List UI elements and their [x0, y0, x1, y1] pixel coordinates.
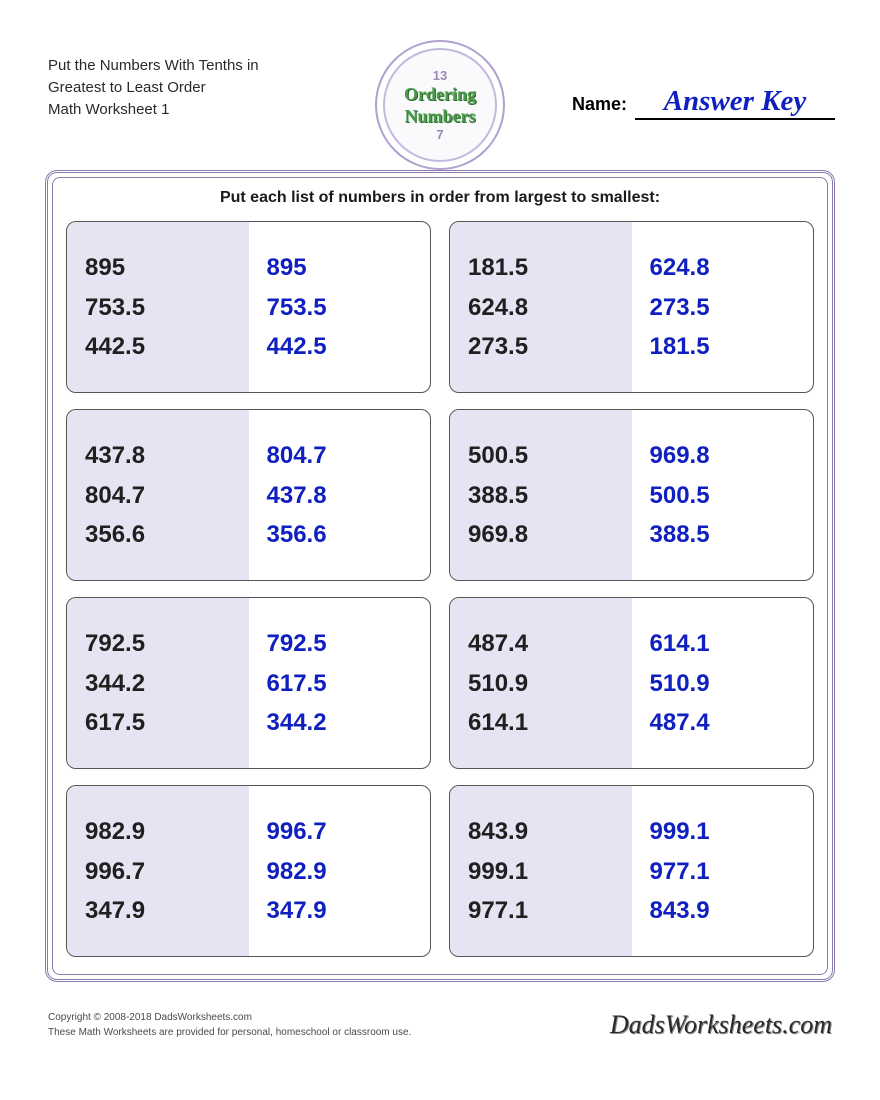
- name-label: Name:: [572, 94, 627, 115]
- title-line-1: Put the Numbers With Tenths in: [48, 55, 298, 77]
- answer-number: 969.8: [650, 440, 796, 471]
- question-number: 999.1: [468, 856, 614, 887]
- question-number: 792.5: [85, 628, 231, 659]
- answer-number: 895: [267, 252, 413, 283]
- answer-number: 996.7: [267, 816, 413, 847]
- answer-number: 999.1: [650, 816, 796, 847]
- answer-number: 356.6: [267, 519, 413, 550]
- logo-text-1: Ordering: [404, 85, 476, 103]
- question-number: 843.9: [468, 816, 614, 847]
- question-column: 500.5 388.5 969.8: [450, 410, 632, 580]
- footer: Copyright © 2008-2018 DadsWorksheets.com…: [48, 1010, 832, 1040]
- answer-number: 273.5: [650, 292, 796, 323]
- question-number: 895: [85, 252, 231, 283]
- question-column: 895 753.5 442.5: [67, 222, 249, 392]
- answer-number: 347.9: [267, 895, 413, 926]
- footer-brand: DadsWorksheets.com: [610, 1010, 832, 1040]
- answer-column: 996.7 982.9 347.9: [249, 786, 431, 956]
- answer-column: 614.1 510.9 487.4: [632, 598, 814, 768]
- main-frame: Put each list of numbers in order from l…: [45, 170, 835, 982]
- logo-inner: 13 Ordering Numbers 7: [395, 60, 485, 150]
- question-column: 982.9 996.7 347.9: [67, 786, 249, 956]
- name-line: Answer Key: [635, 85, 835, 120]
- answer-key-text: Answer Key: [658, 85, 813, 119]
- answer-number: 181.5: [650, 331, 796, 362]
- answer-number: 753.5: [267, 292, 413, 323]
- question-number: 510.9: [468, 668, 614, 699]
- problem-cell: 792.5 344.2 617.5 792.5 617.5 344.2: [66, 597, 431, 769]
- question-number: 388.5: [468, 480, 614, 511]
- answer-number: 624.8: [650, 252, 796, 283]
- question-number: 273.5: [468, 331, 614, 362]
- name-block: Name: Answer Key: [572, 85, 835, 120]
- problem-cell: 895 753.5 442.5 895 753.5 442.5: [66, 221, 431, 393]
- problem-cell: 437.8 804.7 356.6 804.7 437.8 356.6: [66, 409, 431, 581]
- answer-number: 792.5: [267, 628, 413, 659]
- footer-note: These Math Worksheets are provided for p…: [48, 1025, 411, 1040]
- answer-column: 804.7 437.8 356.6: [249, 410, 431, 580]
- answer-number: 804.7: [267, 440, 413, 471]
- problem-cell: 181.5 624.8 273.5 624.8 273.5 181.5: [449, 221, 814, 393]
- question-number: 982.9: [85, 816, 231, 847]
- answer-column: 895 753.5 442.5: [249, 222, 431, 392]
- copyright-text: Copyright © 2008-2018 DadsWorksheets.com: [48, 1010, 411, 1025]
- answer-number: 344.2: [267, 707, 413, 738]
- question-number: 487.4: [468, 628, 614, 659]
- question-number: 969.8: [468, 519, 614, 550]
- title-block: Put the Numbers With Tenths in Greatest …: [48, 55, 298, 120]
- answer-number: 977.1: [650, 856, 796, 887]
- question-column: 181.5 624.8 273.5: [450, 222, 632, 392]
- footer-left: Copyright © 2008-2018 DadsWorksheets.com…: [48, 1010, 411, 1040]
- problem-cell: 982.9 996.7 347.9 996.7 982.9 347.9: [66, 785, 431, 957]
- question-number: 442.5: [85, 331, 231, 362]
- question-column: 437.8 804.7 356.6: [67, 410, 249, 580]
- answer-number: 617.5: [267, 668, 413, 699]
- problem-cell: 487.4 510.9 614.1 614.1 510.9 487.4: [449, 597, 814, 769]
- problem-cell: 843.9 999.1 977.1 999.1 977.1 843.9: [449, 785, 814, 957]
- question-number: 753.5: [85, 292, 231, 323]
- question-number: 614.1: [468, 707, 614, 738]
- answer-number: 843.9: [650, 895, 796, 926]
- title-line-3: Math Worksheet 1: [48, 99, 298, 121]
- answer-number: 500.5: [650, 480, 796, 511]
- instruction-text: Put each list of numbers in order from l…: [66, 189, 814, 207]
- answer-number: 442.5: [267, 331, 413, 362]
- question-number: 617.5: [85, 707, 231, 738]
- logo-top-number: 13: [433, 68, 447, 83]
- logo-text-2: Numbers: [405, 107, 476, 125]
- question-number: 977.1: [468, 895, 614, 926]
- problem-cell: 500.5 388.5 969.8 969.8 500.5 388.5: [449, 409, 814, 581]
- problem-grid: 895 753.5 442.5 895 753.5 442.5 181.5 624.8 273.…: [66, 221, 814, 957]
- answer-number: 614.1: [650, 628, 796, 659]
- answer-number: 982.9: [267, 856, 413, 887]
- question-number: 624.8: [468, 292, 614, 323]
- answer-number: 510.9: [650, 668, 796, 699]
- answer-column: 624.8 273.5 181.5: [632, 222, 814, 392]
- answer-number: 388.5: [650, 519, 796, 550]
- question-number: 437.8: [85, 440, 231, 471]
- question-number: 500.5: [468, 440, 614, 471]
- question-column: 487.4 510.9 614.1: [450, 598, 632, 768]
- answer-column: 969.8 500.5 388.5: [632, 410, 814, 580]
- question-number: 356.6: [85, 519, 231, 550]
- question-number: 347.9: [85, 895, 231, 926]
- question-number: 344.2: [85, 668, 231, 699]
- answer-number: 437.8: [267, 480, 413, 511]
- answer-column: 792.5 617.5 344.2: [249, 598, 431, 768]
- question-number: 181.5: [468, 252, 614, 283]
- answer-number: 487.4: [650, 707, 796, 738]
- logo-badge: 13 Ordering Numbers 7: [375, 40, 505, 170]
- question-number: 996.7: [85, 856, 231, 887]
- answer-column: 999.1 977.1 843.9: [632, 786, 814, 956]
- question-column: 792.5 344.2 617.5: [67, 598, 249, 768]
- question-number: 804.7: [85, 480, 231, 511]
- logo-bottom-number: 7: [436, 127, 443, 142]
- question-column: 843.9 999.1 977.1: [450, 786, 632, 956]
- title-line-2: Greatest to Least Order: [48, 77, 298, 99]
